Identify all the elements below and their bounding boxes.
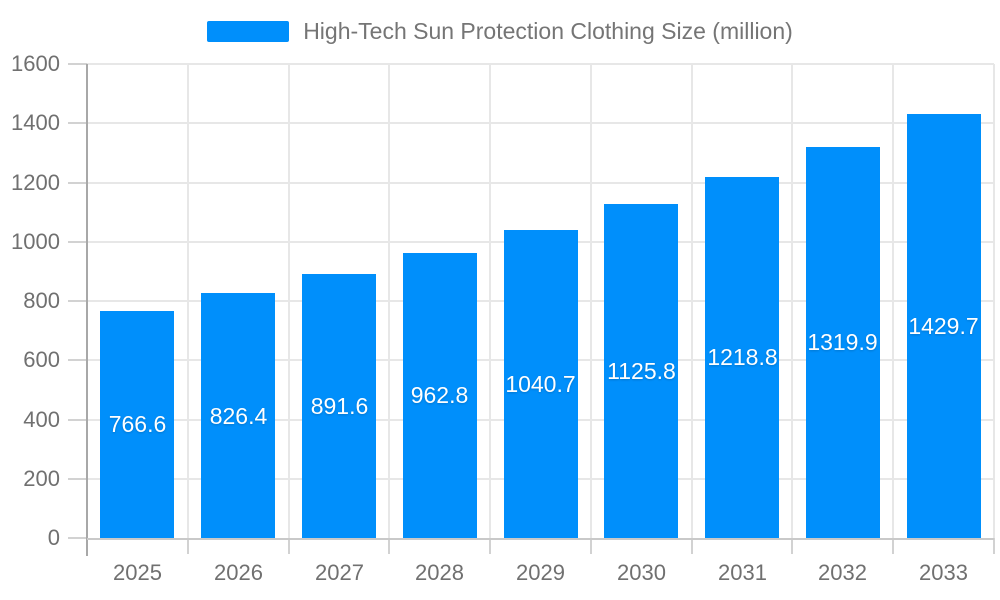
y-axis-tick-label: 0 [47,525,60,550]
y-axis-tick [68,419,87,421]
y-axis-tick [68,478,87,480]
gridline-vertical [489,64,491,538]
x-axis-tick [288,538,290,554]
bar-2025[interactable] [100,311,174,538]
y-axis-tick-label: 1000 [11,229,60,254]
gridline-vertical [187,64,189,538]
bar-2028[interactable] [403,253,477,538]
x-axis-tick-label: 2030 [617,560,666,585]
y-axis-tick [68,241,87,243]
x-axis-tick [187,538,189,554]
bar-2031[interactable] [705,177,779,538]
bar-2029[interactable] [504,230,578,538]
x-axis-tick-label: 2031 [718,560,767,585]
gridline-horizontal [87,182,994,184]
x-axis-tick-label: 2028 [415,560,464,585]
y-axis-tick [68,182,87,184]
gridline-vertical [892,64,894,538]
y-axis-tick-label: 1600 [11,51,60,76]
y-axis-tick-label: 400 [23,407,60,432]
y-axis-tick-label: 800 [23,288,60,313]
x-axis-tick [489,538,491,554]
y-axis-tick-label: 600 [23,347,60,372]
gridline-vertical [590,64,592,538]
y-axis-tick [68,63,87,65]
legend-swatch [207,20,290,42]
x-axis-tick [590,538,592,554]
x-axis-tick [993,538,995,554]
gridline-vertical [993,64,995,538]
x-axis-tick-label: 2027 [315,560,364,585]
x-axis-tick [388,538,390,554]
legend-label: High-Tech Sun Protection Clothing Size (… [303,17,793,44]
gridline-vertical [388,64,390,538]
x-axis-line [87,538,994,540]
gridline-horizontal [87,63,994,65]
y-axis-line [86,64,88,556]
y-axis-tick [68,300,87,302]
y-axis-tick [68,122,87,124]
x-axis-tick-label: 2026 [214,560,263,585]
y-axis-tick [68,359,87,361]
x-axis-tick [892,538,894,554]
bar-2026[interactable] [201,293,275,538]
bar-2033[interactable] [907,114,981,538]
gridline-horizontal [87,122,994,124]
y-axis-tick-label: 200 [23,466,60,491]
bar-2032[interactable] [806,147,880,538]
x-axis-tick-label: 2033 [919,560,968,585]
y-axis-tick-label: 1400 [11,110,60,135]
legend[interactable]: High-Tech Sun Protection Clothing Size (… [0,14,1000,48]
x-axis-tick-label: 2025 [113,560,162,585]
bar-2027[interactable] [302,274,376,538]
gridline-vertical [691,64,693,538]
gridline-vertical [288,64,290,538]
x-axis-tick-label: 2032 [818,560,867,585]
y-axis-tick [68,537,87,539]
bar-2030[interactable] [604,204,678,538]
x-axis-tick [791,538,793,554]
x-axis-tick [691,538,693,554]
gridline-vertical [791,64,793,538]
y-axis-tick-label: 1200 [11,170,60,195]
x-axis-tick-label: 2029 [516,560,565,585]
